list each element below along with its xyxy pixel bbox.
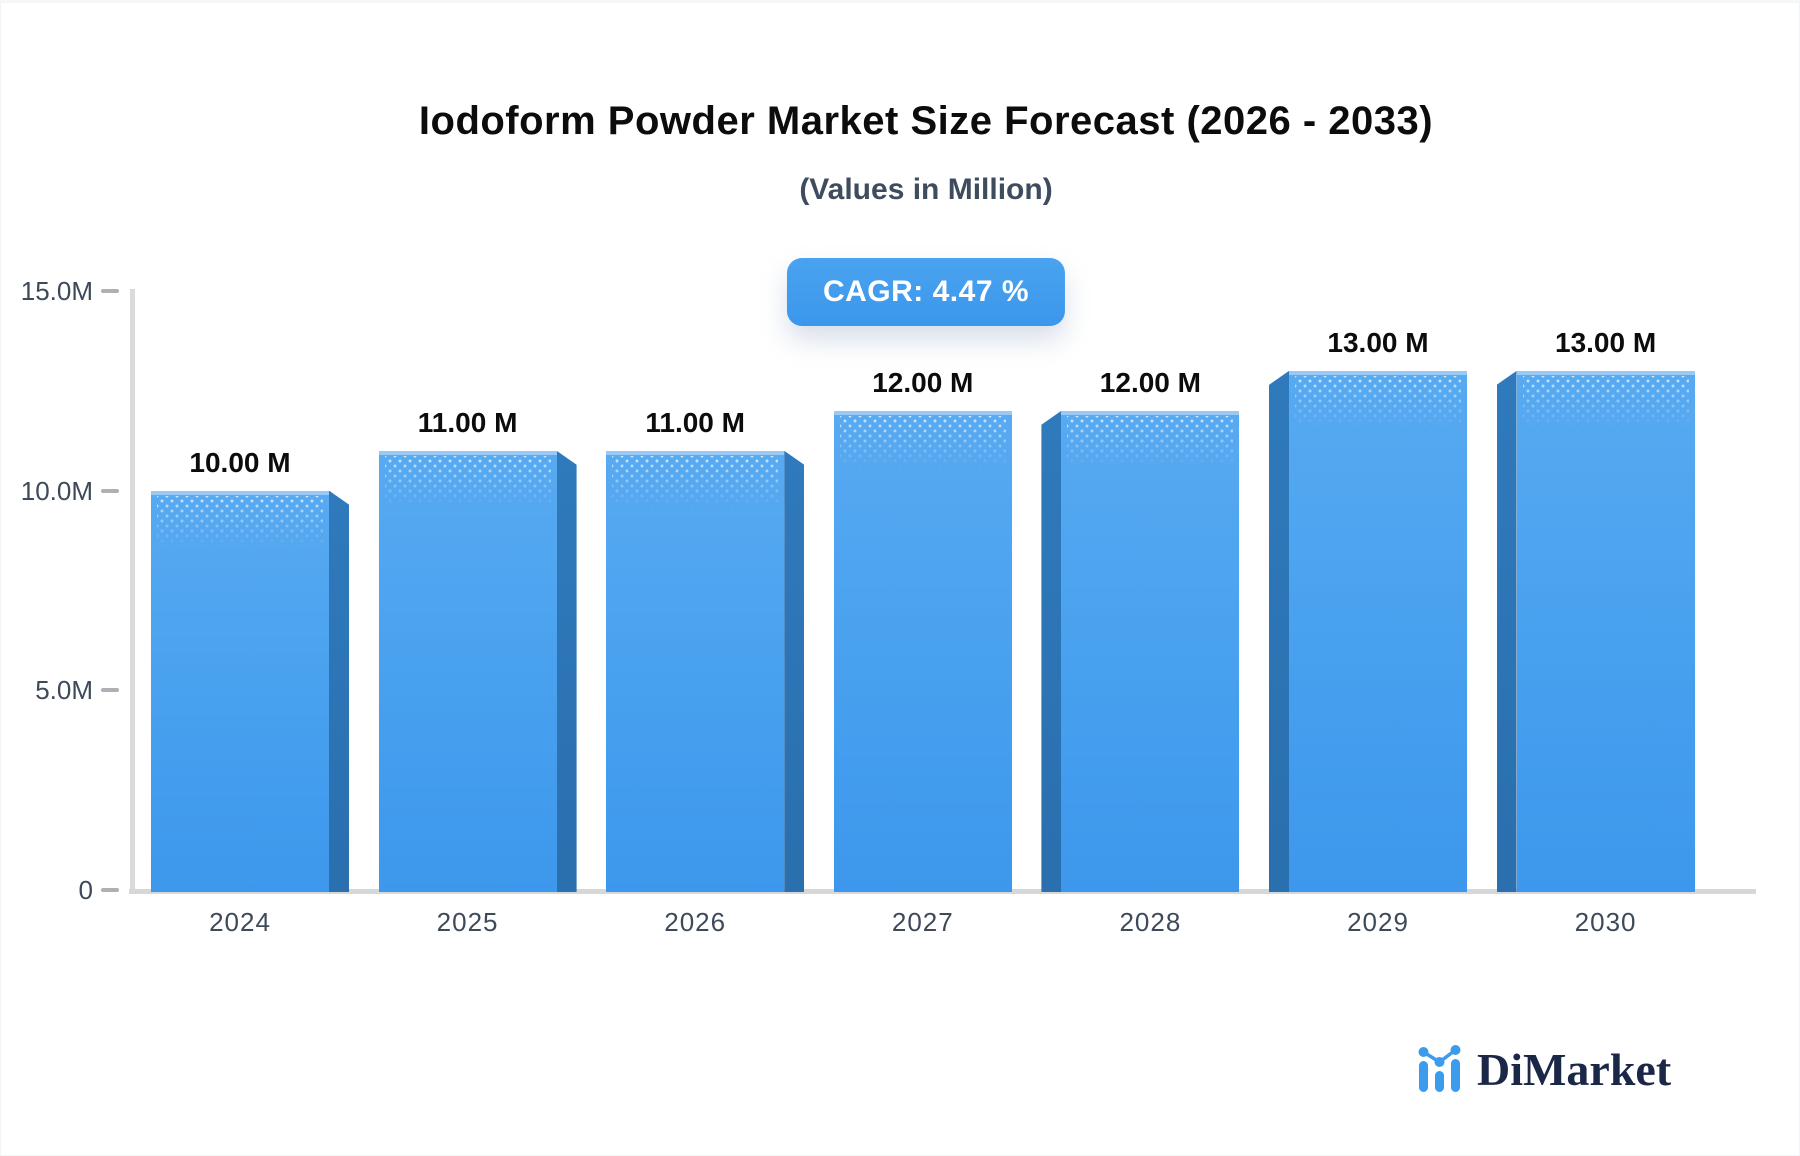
dimarket-logo-text: DiMarket [1477,1044,1672,1095]
x-tick-label-2027: 2027 [891,907,954,937]
chart-subtitle: (Values in Million) [799,173,1053,206]
bar-3d-side-2026 [784,450,805,892]
y-tick-mark [101,888,119,892]
y-tick-mark [101,688,119,693]
x-tick-label-2028: 2028 [1119,907,1182,937]
bar-2030 [1516,370,1695,892]
bar-top-texture [612,455,779,508]
bar-2026 [606,450,785,892]
x-tick-label-2029: 2029 [1347,907,1409,937]
cagr-badge: CAGR: 4.47 % [786,258,1066,326]
y-tick-label: 15.0M [20,276,93,306]
bar-value-label-2029: 13.00 M [1327,326,1429,358]
bar-top-texture [1522,375,1689,428]
bar-value-label-2028: 12.00 M [1099,366,1201,398]
y-tick-label: 5.0M [35,675,93,706]
bar-2025 [378,450,557,892]
bar-value-label-2030: 13.00 M [1555,326,1657,358]
bar-2029 [1289,370,1467,892]
bar-3d-side-2030 [1496,370,1517,892]
chart-title: Iodoform Powder Market Size Forecast (20… [418,99,1434,143]
bar-3d-side-2024 [329,490,349,892]
y-tick-mark [101,289,119,293]
bar-top-texture [1067,415,1234,468]
y-tick-label: 10.0M [20,475,93,506]
bar-value-label-2026: 11.00 M [645,406,745,438]
y-axis-line [130,289,135,892]
x-tick-label-2025: 2025 [436,907,499,937]
bar-top-texture [384,455,551,508]
bar-line-chart-icon [1418,1044,1461,1092]
bar-value-label-2025: 11.00 M [417,406,518,438]
x-tick-label-2030: 2030 [1574,907,1637,937]
x-tick-label-2024: 2024 [209,907,271,937]
bar-2024 [151,490,329,892]
bar-3d-side-2029 [1269,370,1289,892]
bar-top-texture [1295,375,1461,428]
y-tick-mark [101,488,119,493]
bar-3d-side-2028 [1041,410,1062,892]
y-tick-label: 0 [78,875,93,905]
bar-2028 [1061,410,1240,892]
bar-2027 [833,410,1012,892]
bar-value-label-2024: 10.00 M [189,446,291,478]
bar-top-texture [839,415,1006,468]
bar-top-texture [157,495,323,548]
bar-3d-side-2025 [556,450,577,892]
x-tick-label-2026: 2026 [664,907,727,937]
dimarket-logo: DiMarket [1417,1043,1671,1096]
bar-value-label-2027: 12.00 M [872,366,974,398]
